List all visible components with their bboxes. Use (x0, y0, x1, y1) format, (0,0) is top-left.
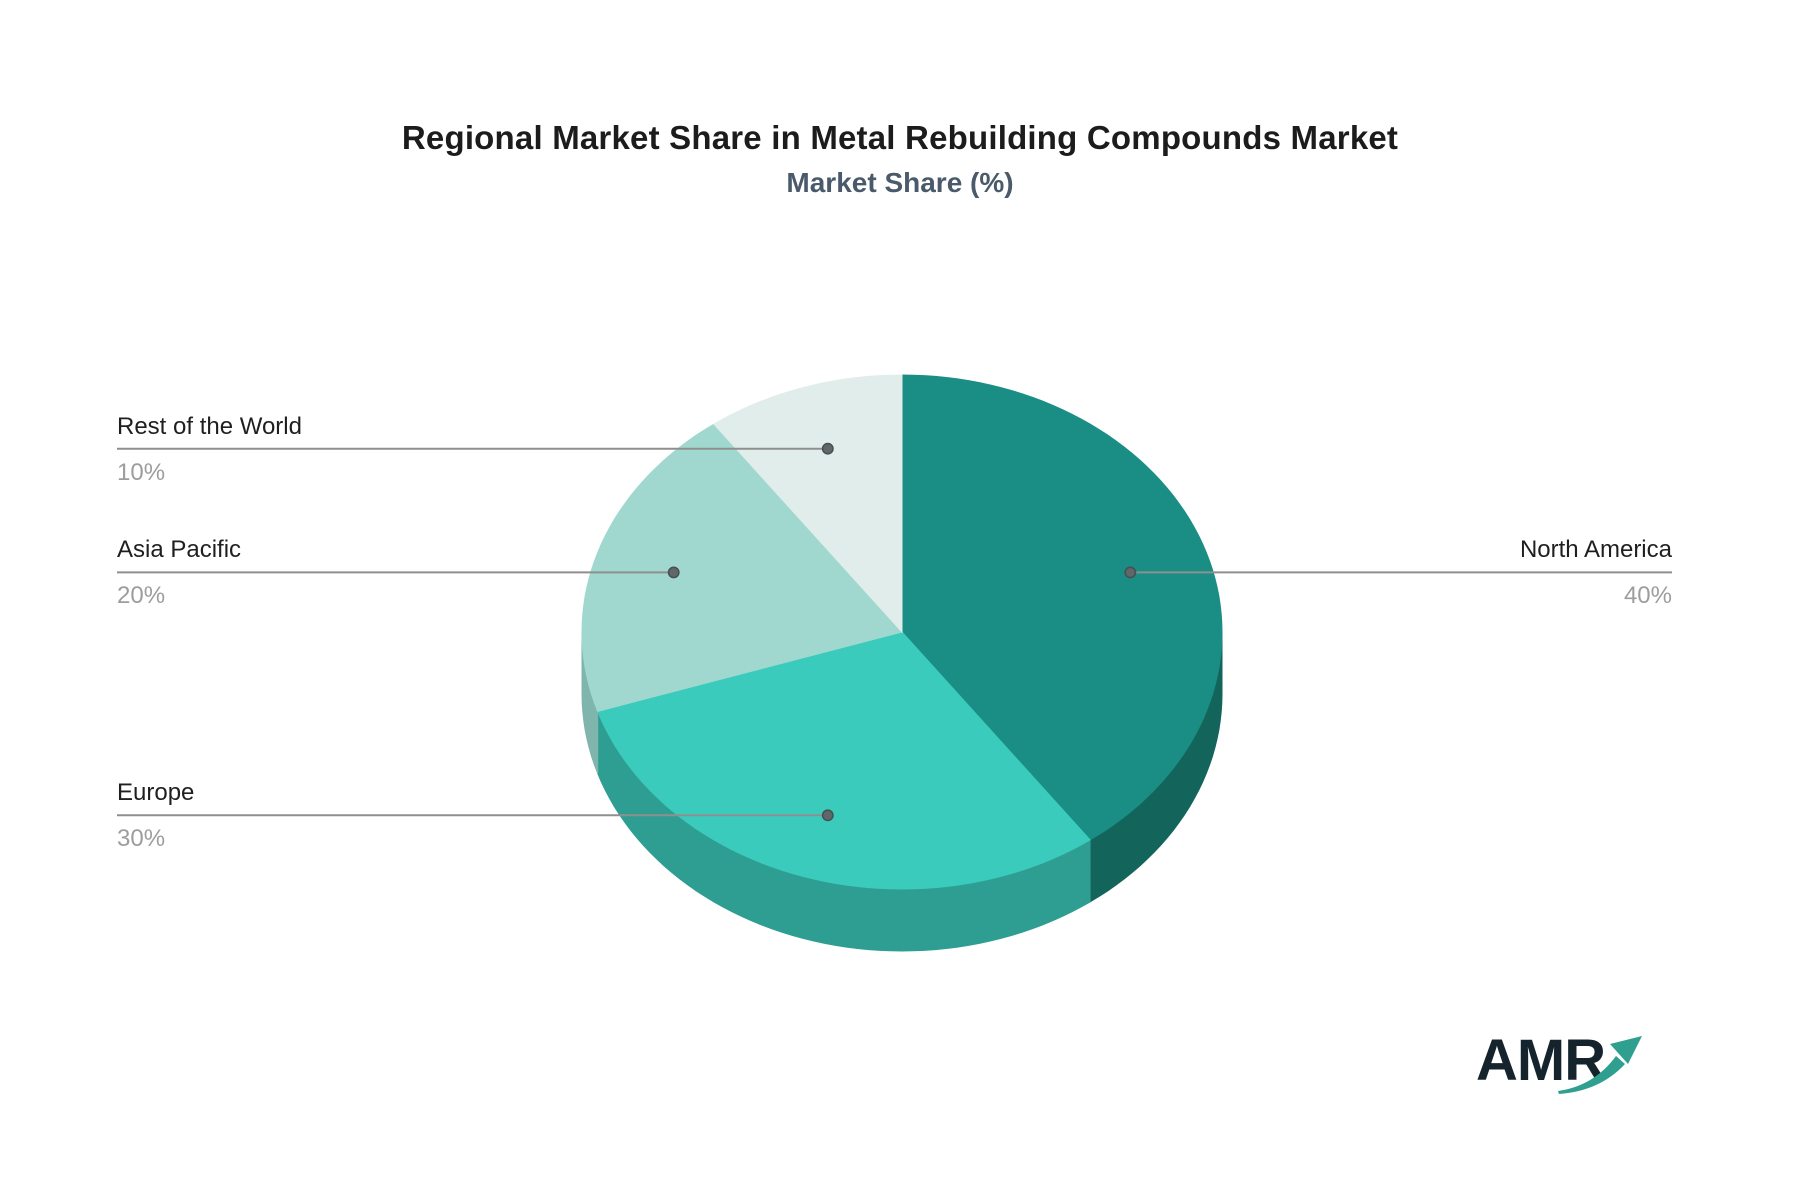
leader-dot-rest-of-the-world (821, 442, 834, 455)
leader-dot-europe (821, 809, 834, 822)
pie-slice-rest-of-the-world[interactable] (713, 374, 903, 634)
slice-label-europe: Europe (117, 779, 195, 807)
slice-label-rest-of-the-world: Rest of the World (117, 412, 302, 440)
slice-label-north-america: North America (1519, 536, 1672, 564)
leader-dot-asia-pacific (667, 566, 680, 579)
slice-pct-north-america: 40% (1623, 582, 1672, 610)
slice-pct-europe: 30% (117, 825, 166, 853)
pie-slice-north-america[interactable] (901, 374, 1223, 841)
amr-logo-text: AMR (1476, 1028, 1606, 1093)
leader-dot-north-america (1124, 566, 1137, 579)
slice-label-asia-pacific: Asia Pacific (117, 536, 242, 564)
chart-title: Regional Market Share in Metal Rebuildin… (401, 119, 1399, 156)
growth-arrow-icon (1558, 1036, 1642, 1094)
slice-pct-rest-of-the-world: 10% (117, 458, 166, 486)
amr-logo: AMR (1476, 1030, 1676, 1120)
pie-slice-europe[interactable] (597, 631, 1091, 890)
chart-subtitle: Market Share (%) (786, 167, 1014, 198)
pie-slice-asia-pacific[interactable] (581, 423, 903, 712)
slice-pct-asia-pacific: 20% (117, 582, 166, 610)
